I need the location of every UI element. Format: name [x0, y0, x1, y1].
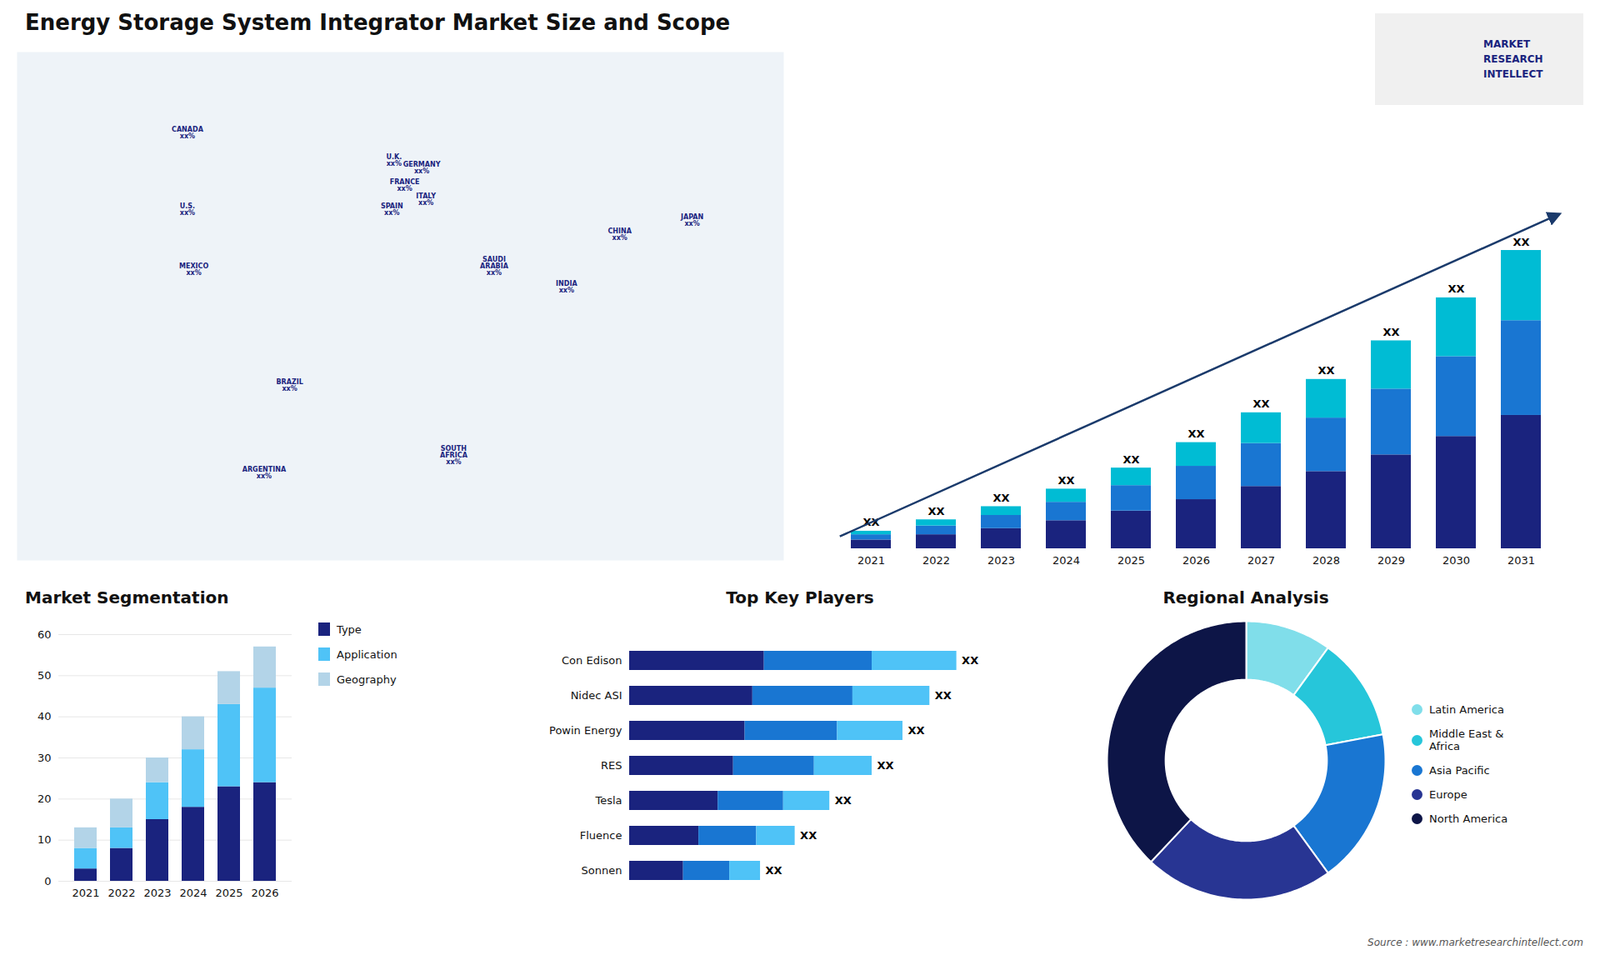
- svg-text:SAUDIARABIAxx%: SAUDIARABIAxx%: [480, 255, 510, 277]
- svg-text:0: 0: [44, 875, 51, 888]
- html-text:Top Key Players: Top Key Players: [726, 587, 874, 608]
- html-text:MARKET: MARKET: [1483, 38, 1531, 50]
- svg-text:GERMANYxx%: GERMANYxx%: [403, 160, 441, 175]
- svg-text:50: 50: [37, 669, 52, 682]
- svg-text:30: 30: [37, 751, 52, 765]
- svg-text:U.S.xx%: U.S.xx%: [180, 202, 195, 217]
- svg-text:2027: 2027: [1247, 554, 1275, 567]
- svg-text:2025: 2025: [215, 886, 243, 900]
- svg-text:JAPANxx%: JAPANxx%: [680, 213, 704, 228]
- svg-text:XX: XX: [907, 724, 925, 737]
- svg-text:FRANCExx%: FRANCExx%: [390, 178, 420, 193]
- svg-text:CANADAxx%: CANADAxx%: [171, 125, 205, 140]
- svg-text:SOUTHAFRICAxx%: SOUTHAFRICAxx%: [440, 445, 469, 466]
- svg-text:XX: XX: [862, 516, 880, 529]
- svg-text:2023: 2023: [987, 554, 1015, 567]
- html-text:RESEARCH: RESEARCH: [1483, 53, 1544, 65]
- html-text:Source : www.marketresearchint: Source : www.marketresearchintellect.com: [1367, 936, 1584, 949]
- svg-text:Con Edison: Con Edison: [561, 654, 622, 667]
- svg-text:2030: 2030: [1442, 554, 1470, 567]
- svg-text:BRAZILxx%: BRAZILxx%: [275, 378, 303, 393]
- html-text:North America: North America: [1429, 812, 1508, 825]
- svg-text:XX: XX: [992, 491, 1010, 505]
- svg-text:XX: XX: [800, 829, 817, 842]
- svg-text:XX: XX: [1252, 397, 1270, 410]
- svg-text:Fluence: Fluence: [580, 829, 623, 842]
- svg-text:2023: 2023: [143, 886, 171, 900]
- svg-text:RES: RES: [600, 759, 623, 772]
- svg-text:CHINAxx%: CHINAxx%: [608, 227, 633, 242]
- svg-text:XX: XX: [1057, 474, 1075, 487]
- svg-text:XX: XX: [1447, 282, 1465, 295]
- svg-text:INDIAxx%: INDIAxx%: [555, 280, 578, 295]
- svg-text:2025: 2025: [1117, 554, 1145, 567]
- html-text:Market Segmentation: Market Segmentation: [25, 587, 229, 608]
- svg-text:10: 10: [37, 833, 52, 846]
- svg-text:2021: 2021: [857, 554, 885, 567]
- svg-text:2026: 2026: [1182, 554, 1210, 567]
- svg-text:XX: XX: [1122, 453, 1140, 466]
- svg-text:2021: 2021: [71, 886, 100, 900]
- svg-text:XX: XX: [1382, 325, 1400, 339]
- html-text:Middle East & Africa: Middle East & Africa: [1429, 727, 1504, 753]
- svg-text:SPAINxx%: SPAINxx%: [380, 202, 404, 217]
- svg-text:ARGENTINAxx%: ARGENTINAxx%: [242, 465, 287, 480]
- svg-text:2024: 2024: [179, 886, 207, 900]
- svg-text:2022: 2022: [107, 886, 135, 900]
- svg-text:U.K.xx%: U.K.xx%: [385, 153, 402, 168]
- svg-text:ITALYxx%: ITALYxx%: [415, 192, 436, 207]
- svg-text:XX: XX: [1187, 427, 1205, 440]
- svg-text:Sonnen: Sonnen: [581, 864, 623, 877]
- svg-text:20: 20: [37, 792, 52, 805]
- svg-text:2026: 2026: [250, 886, 279, 900]
- html-text:Energy Storage System Integrat: Energy Storage System Integrator Market …: [25, 10, 731, 35]
- svg-text:Tesla: Tesla: [594, 794, 622, 807]
- svg-text:2029: 2029: [1377, 554, 1405, 567]
- html-text:Regional Analysis: Regional Analysis: [1162, 587, 1329, 608]
- svg-text:XX: XX: [1512, 235, 1530, 249]
- svg-text:2031: 2031: [1507, 554, 1535, 567]
- svg-text:XX: XX: [765, 864, 783, 877]
- svg-text:XX: XX: [935, 689, 952, 702]
- svg-text:XX: XX: [1317, 364, 1335, 377]
- html-text:Geography: Geography: [336, 672, 397, 686]
- svg-text:XX: XX: [927, 505, 945, 518]
- svg-text:XX: XX: [961, 654, 979, 667]
- svg-text:2022: 2022: [922, 554, 950, 567]
- html-text:INTELLECT: INTELLECT: [1483, 68, 1543, 80]
- html-text:Asia Pacific: Asia Pacific: [1429, 764, 1490, 777]
- html-text:Latin America: Latin America: [1429, 703, 1505, 716]
- html-text:Type: Type: [336, 622, 362, 636]
- svg-text:Powin Energy: Powin Energy: [549, 724, 623, 737]
- svg-text:XX: XX: [877, 759, 895, 772]
- html-text:Application: Application: [336, 647, 398, 661]
- svg-text:60: 60: [37, 628, 52, 641]
- svg-text:2024: 2024: [1052, 554, 1080, 567]
- svg-text:MEXICOxx%: MEXICOxx%: [179, 262, 209, 277]
- svg-text:Nidec ASI: Nidec ASI: [570, 689, 623, 702]
- svg-text:XX: XX: [835, 794, 852, 807]
- svg-text:2028: 2028: [1312, 554, 1340, 567]
- svg-text:40: 40: [37, 710, 52, 723]
- html-text:Europe: Europe: [1429, 788, 1468, 801]
